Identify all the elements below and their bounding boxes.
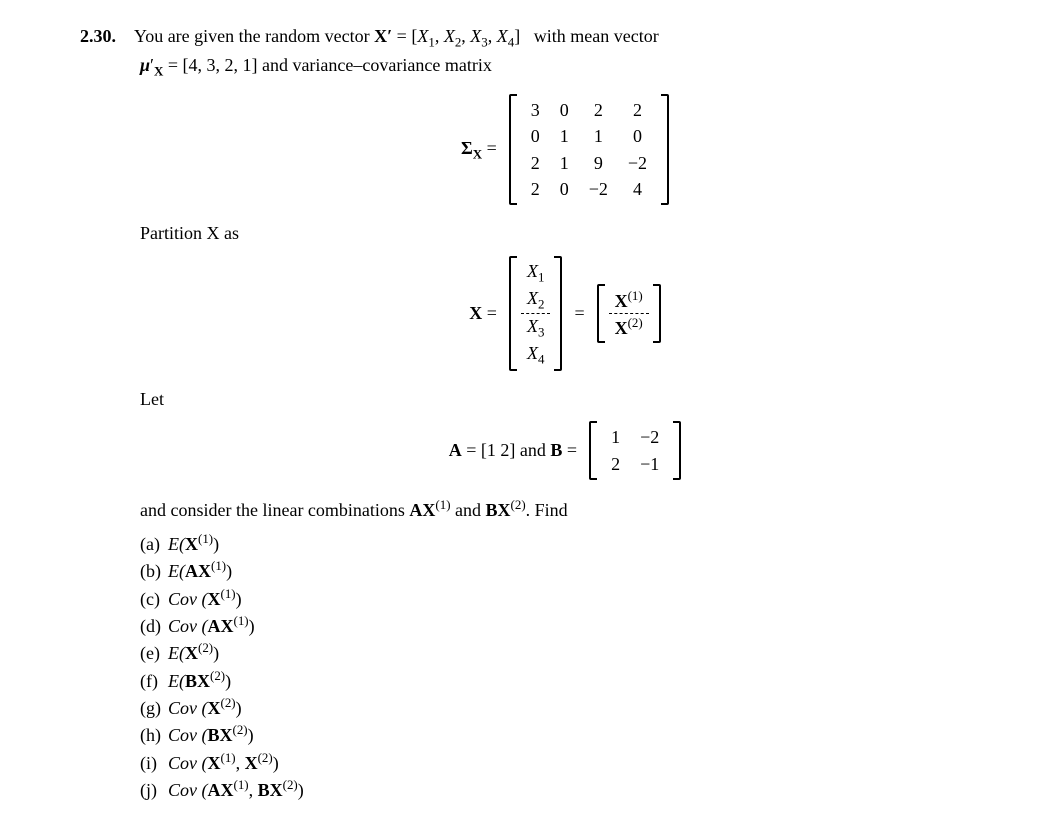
item-label: (f) [140,669,168,693]
x1: X [417,26,428,46]
item-expr: Cov (AX(1)) [168,616,255,636]
item-expr: Cov (BX(2)) [168,725,254,745]
item-label: (j) [140,778,168,802]
list-item: (c)Cov (X(1)) [140,585,990,611]
problem-statement-line2: μ′X = [4, 3, 2, 1] and variance–covarian… [140,53,990,80]
B-label: B [550,440,562,460]
item-expr: E(X(2)) [168,643,219,663]
c: , [488,26,497,46]
mu-sub: X [154,64,163,79]
sigma-equation: ΣX = 3022 0110 219−2 20−24 [140,94,990,205]
list-item: (a)E(X(1)) [140,530,990,556]
item-label: (g) [140,696,168,720]
sigma-matrix: 3022 0110 219−2 20−24 [509,94,669,205]
A-label: A [449,440,462,460]
item-expr: E(BX(2)) [168,671,231,691]
consider-text: and consider the linear combinations AX(… [140,496,990,522]
list-item: (f)E(BX(2)) [140,667,990,693]
list-item: (j)Cov (AX(1), BX(2)) [140,776,990,802]
B-eq: = [562,440,577,460]
problem-page: 2.30.You are given the random vector X′ … [0,0,1050,827]
X-label: X [469,303,482,323]
A-eq: = [1 2] and [462,440,551,460]
partition-label: Partition X as [140,221,990,245]
x4: X [497,26,508,46]
item-label: (c) [140,587,168,611]
item-label: (h) [140,723,168,747]
x-partition: X(1) X(2) [597,284,661,344]
eq: = [482,303,497,323]
x-vector: X1 X2 X3 X4 [509,256,562,371]
partition-equation: X = X1 X2 X3 X4 = X(1) X(2) [140,256,990,371]
x-prime: X′ [374,26,392,46]
sigma-eq: = [487,138,497,158]
item-label: (e) [140,641,168,665]
sigma-sym: Σ [461,138,473,158]
b-matrix: 1−2 2−1 [589,421,681,480]
let-label: Let [140,387,990,411]
item-expr: Cov (AX(1), BX(2)) [168,780,304,800]
ab-equation: A = [1 2] and B = 1−2 2−1 [140,421,990,480]
item-label: (i) [140,751,168,775]
equals2: = [574,301,584,325]
item-expr: E(AX(1)) [168,561,232,581]
c: , [461,26,470,46]
item-label: (b) [140,559,168,583]
problem-statement-line1: 2.30.You are given the random vector X′ … [140,24,990,51]
list-item: (e)E(X(2)) [140,639,990,665]
sigma-sub: X [473,147,482,162]
list-item: (b)E(AX(1)) [140,557,990,583]
list-item: (i)Cov (X(1), X(2)) [140,749,990,775]
problem-number: 2.30. [80,24,134,48]
item-expr: Cov (X(1), X(2)) [168,753,279,773]
item-expr: E(X(1)) [168,534,219,554]
list-item: (g)Cov (X(2)) [140,694,990,720]
item-label: (d) [140,614,168,638]
text: You are given the random vector [134,26,374,46]
close: ] [514,26,520,46]
item-expr: Cov (X(1)) [168,589,242,609]
subitems-list: (a)E(X(1))(b)E(AX(1))(c)Cov (X(1))(d)Cov… [140,530,990,802]
eq: = [392,26,411,46]
list-item: (d)Cov (AX(1)) [140,612,990,638]
mu-eq: = [4, 3, 2, 1] and variance–covariance m… [163,55,492,75]
item-label: (a) [140,532,168,556]
list-item: (h)Cov (BX(2)) [140,721,990,747]
suffix: with mean vector [529,26,658,46]
mu: μ [140,55,150,75]
c: , [435,26,444,46]
x3: X [470,26,481,46]
x2: X [444,26,455,46]
item-expr: Cov (X(2)) [168,698,242,718]
